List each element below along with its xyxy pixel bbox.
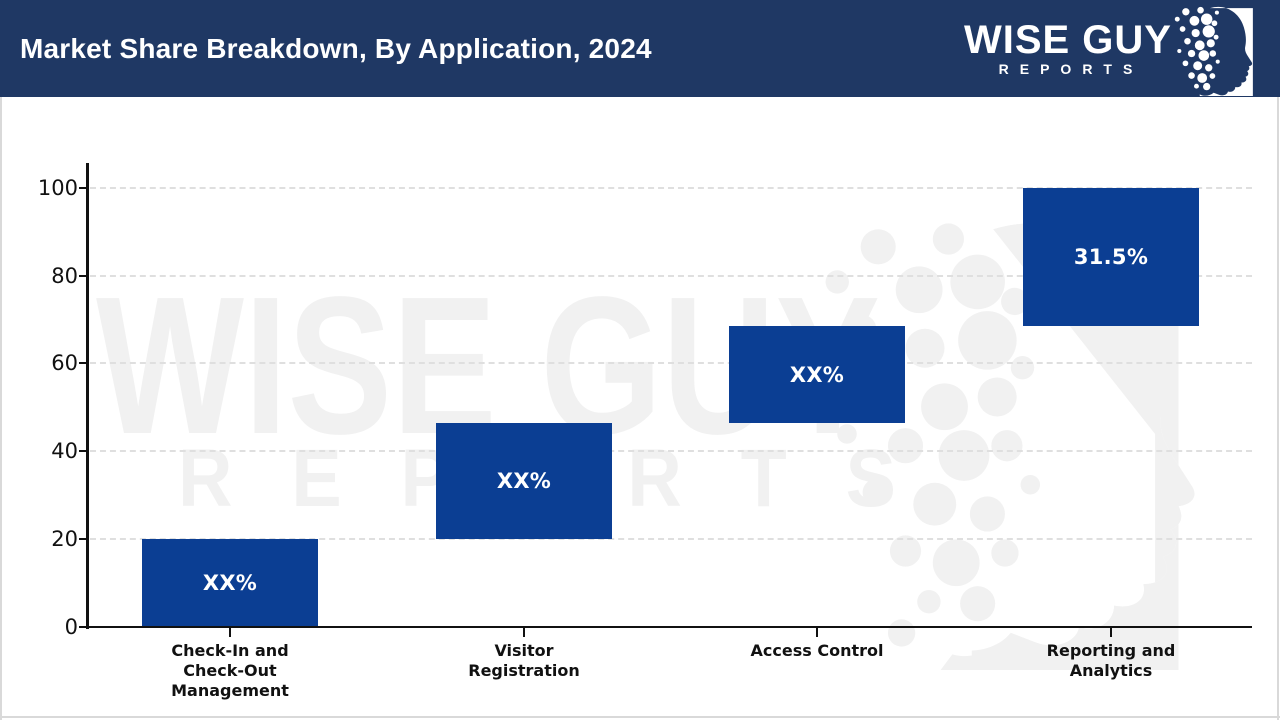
x-tick-mark (229, 628, 231, 637)
y-tick-mark (79, 450, 88, 453)
x-axis-line (86, 625, 1252, 628)
bar-value-label: 31.5% (1073, 245, 1149, 270)
frame-right-border (1277, 97, 1279, 720)
bar-value-label: XX% (789, 362, 845, 387)
brand-logo-text: WISE GUY REPORTS (964, 20, 1172, 78)
x-axis-label: Reporting and Analytics (1046, 640, 1176, 680)
y-tick-label: 60 (51, 351, 78, 376)
bar-value-label: XX% (202, 570, 258, 595)
y-tick-label: 0 (64, 614, 78, 639)
x-tick-mark (523, 628, 525, 637)
gridline (90, 537, 1252, 540)
y-tick-mark (79, 537, 88, 540)
bar-value-label: XX% (496, 469, 552, 494)
y-tick-mark (79, 274, 88, 277)
x-axis-label: Visitor Registration (468, 640, 580, 680)
brand-name: WISE GUY (963, 17, 1172, 62)
page-title: Market Share Breakdown, By Application, … (20, 32, 652, 64)
y-axis-line (86, 163, 89, 629)
gridline (90, 450, 1252, 453)
y-tick-label: 40 (51, 439, 78, 464)
brand-subname: REPORTS (998, 60, 1144, 77)
x-axis-label: Check-In and Check-Out Management (171, 640, 289, 700)
x-tick-mark (1110, 628, 1112, 637)
y-tick-mark (79, 187, 88, 189)
gridline (90, 362, 1252, 365)
y-tick-mark (79, 362, 88, 365)
y-tick-label: 20 (51, 526, 78, 551)
gridline (90, 187, 1252, 189)
y-tick-mark (79, 625, 88, 628)
y-tick-label: 80 (51, 263, 78, 288)
watermark-dotted-face-profile-icon (825, 223, 1195, 670)
y-tick-label: 100 (37, 176, 78, 200)
bar-segment: XX% (142, 538, 318, 627)
header-band: Market Share Breakdown, By Application, … (0, 0, 1280, 97)
x-tick-mark (816, 628, 818, 637)
bar-segment: XX% (436, 423, 612, 539)
dotted-face-profile-icon (1174, 6, 1253, 96)
frame-left-border (0, 97, 2, 720)
gridline (90, 274, 1252, 277)
x-axis-label: Access Control (750, 640, 884, 660)
bar-segment: 31.5% (1023, 188, 1199, 327)
brand-logo: WISE GUY REPORTS (964, 2, 1280, 96)
frame-bottom-border (0, 716, 1280, 718)
bar-segment: XX% (729, 326, 905, 424)
